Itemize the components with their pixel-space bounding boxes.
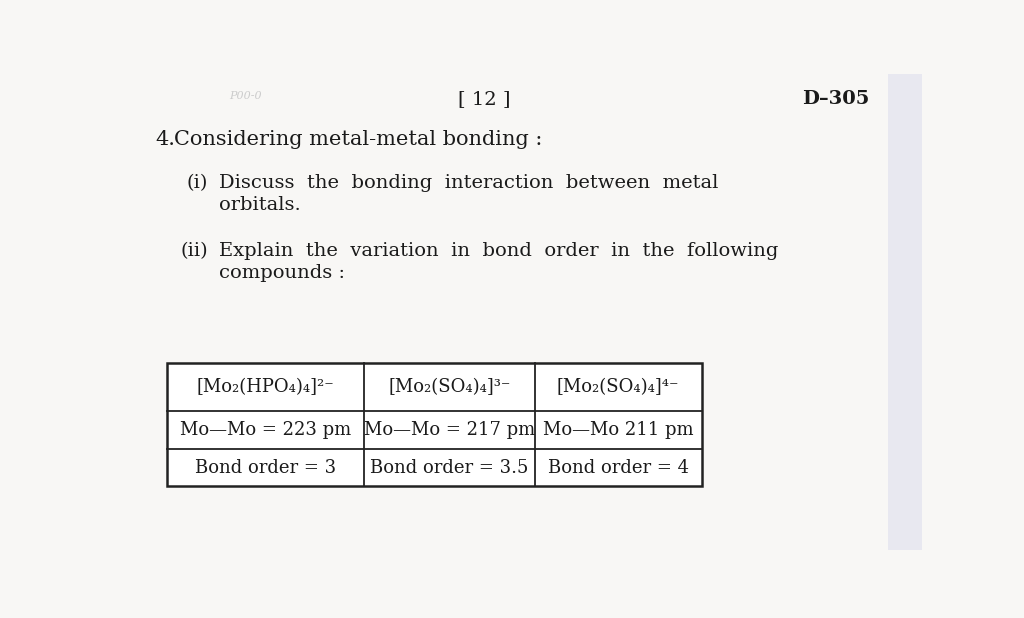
Text: Considering metal-metal bonding :: Considering metal-metal bonding : <box>174 130 543 148</box>
Text: Bond order = 4: Bond order = 4 <box>548 459 689 476</box>
Text: Bond order = 3.5: Bond order = 3.5 <box>371 459 528 476</box>
Text: compounds :: compounds : <box>219 264 345 282</box>
Text: Bond order = 3: Bond order = 3 <box>195 459 336 476</box>
Text: [Mo₂(SO₄)₄]⁴⁻: [Mo₂(SO₄)₄]⁴⁻ <box>557 378 680 396</box>
Text: (i): (i) <box>186 174 208 192</box>
Text: orbitals.: orbitals. <box>219 196 301 214</box>
Text: P00-0: P00-0 <box>228 91 261 101</box>
Text: [Mo₂(HPO₄)₄]²⁻: [Mo₂(HPO₄)₄]²⁻ <box>197 378 335 396</box>
Text: 4.: 4. <box>155 130 175 148</box>
Text: Discuss  the  bonding  interaction  between  metal: Discuss the bonding interaction between … <box>219 174 719 192</box>
Text: (ii): (ii) <box>180 242 208 260</box>
Text: Explain  the  variation  in  bond  order  in  the  following: Explain the variation in bond order in t… <box>219 242 779 260</box>
Text: Mo—Mo 211 pm: Mo—Mo 211 pm <box>543 421 693 439</box>
Text: [Mo₂(SO₄)₄]³⁻: [Mo₂(SO₄)₄]³⁻ <box>388 378 511 396</box>
Text: D–305: D–305 <box>802 90 869 108</box>
Bar <box>888 74 922 550</box>
Text: Mo—Mo = 217 pm: Mo—Mo = 217 pm <box>364 421 536 439</box>
Text: Mo—Mo = 223 pm: Mo—Mo = 223 pm <box>180 421 351 439</box>
Bar <box>167 363 701 486</box>
Text: [ 12 ]: [ 12 ] <box>459 90 511 108</box>
